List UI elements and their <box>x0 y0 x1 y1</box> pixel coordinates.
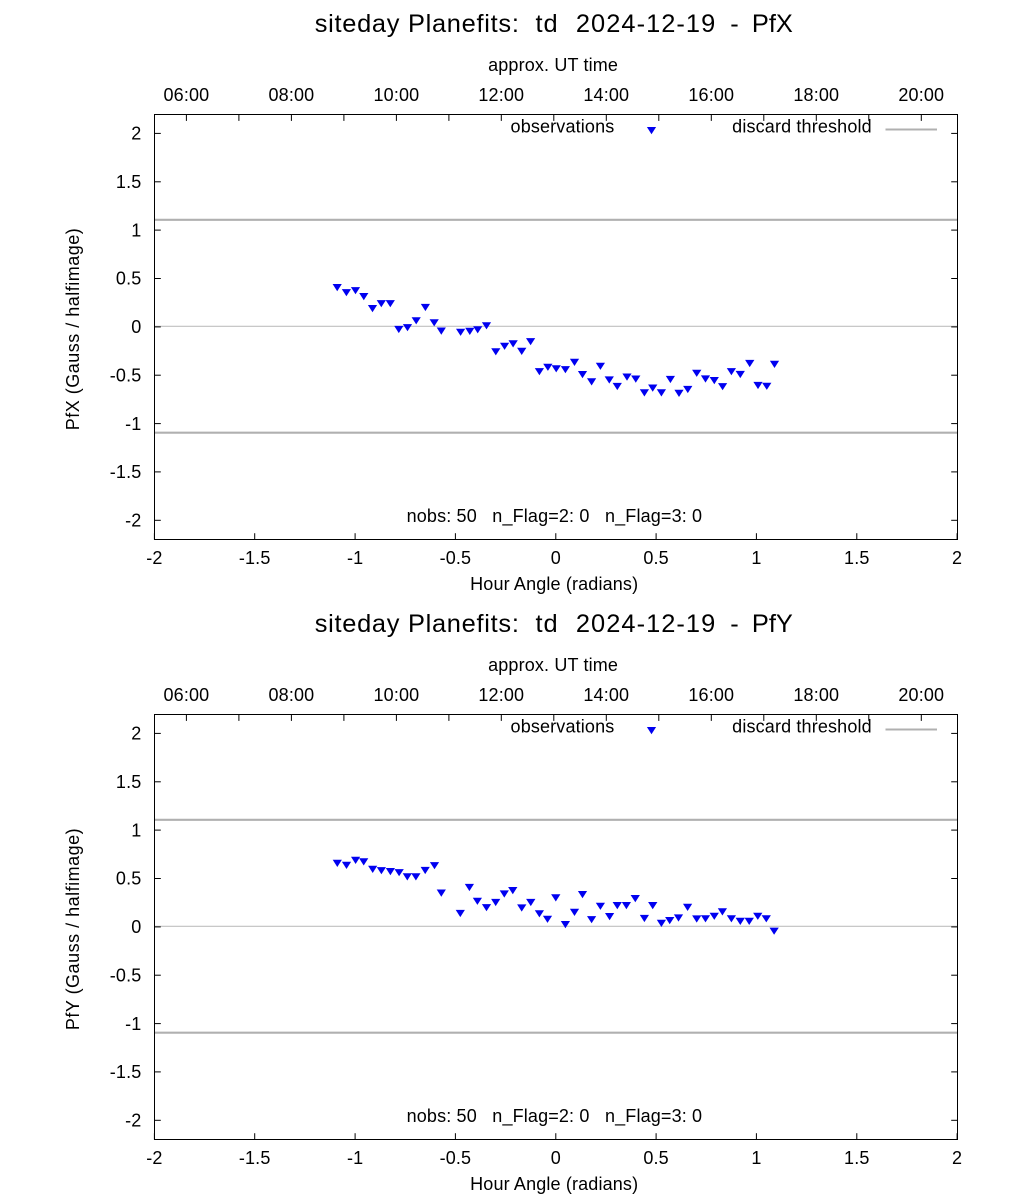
svg-text:-1: -1 <box>347 548 363 568</box>
svg-text:-0.5: -0.5 <box>110 365 142 385</box>
svg-text:siteday Planefits:: siteday Planefits: <box>315 610 520 638</box>
svg-text:-: - <box>730 10 738 38</box>
svg-text:0.5: 0.5 <box>643 1148 668 1168</box>
svg-text:-2: -2 <box>146 548 162 568</box>
svg-text:0.5: 0.5 <box>116 269 141 289</box>
svg-text:1: 1 <box>131 820 141 840</box>
svg-text:20:00: 20:00 <box>898 685 944 705</box>
svg-text:siteday Planefits:: siteday Planefits: <box>315 10 520 38</box>
svg-text:nobs: 50 n_Flag=2: 0 n_Fla: nobs: 50 n_Flag=2: 0 n_Flag=3: 0 <box>407 1106 703 1127</box>
svg-text:1.5: 1.5 <box>844 548 869 568</box>
svg-text:10:00: 10:00 <box>374 685 420 705</box>
svg-text:0: 0 <box>131 317 141 337</box>
svg-text:-2: -2 <box>125 511 141 531</box>
svg-text:2: 2 <box>952 548 962 568</box>
svg-text:06:00: 06:00 <box>164 85 210 105</box>
svg-text:PfY (Gauss / halfimage): PfY (Gauss / halfimage) <box>63 828 83 1030</box>
svg-text:-0.5: -0.5 <box>440 548 472 568</box>
svg-text:-1.5: -1.5 <box>110 462 142 482</box>
svg-text:nobs: 50 n_Flag=2: 0 n_Fla: nobs: 50 n_Flag=2: 0 n_Flag=3: 0 <box>407 506 703 527</box>
svg-text:1: 1 <box>751 548 761 568</box>
svg-text:discard threshold: discard threshold <box>732 117 872 137</box>
svg-text:-1.5: -1.5 <box>110 1062 142 1082</box>
svg-text:16:00: 16:00 <box>688 85 734 105</box>
svg-text:approx. UT time: approx. UT time <box>488 655 618 675</box>
svg-text:20:00: 20:00 <box>898 85 944 105</box>
svg-text:14:00: 14:00 <box>583 685 629 705</box>
svg-text:2024-12-19: 2024-12-19 <box>576 610 716 638</box>
svg-text:16:00: 16:00 <box>688 685 734 705</box>
svg-text:18:00: 18:00 <box>793 685 839 705</box>
svg-text:observations: observations <box>511 717 615 737</box>
svg-text:0: 0 <box>551 1148 561 1168</box>
svg-text:observations: observations <box>511 117 615 137</box>
svg-text:2: 2 <box>131 724 141 744</box>
svg-text:0: 0 <box>551 548 561 568</box>
svg-text:-1: -1 <box>125 1014 141 1034</box>
svg-text:-0.5: -0.5 <box>110 965 142 985</box>
svg-text:10:00: 10:00 <box>374 85 420 105</box>
svg-text:-: - <box>730 610 738 638</box>
svg-text:18:00: 18:00 <box>793 85 839 105</box>
svg-text:-1.5: -1.5 <box>239 1148 271 1168</box>
svg-text:-1.5: -1.5 <box>239 548 271 568</box>
svg-text:td: td <box>536 10 559 38</box>
svg-text:0.5: 0.5 <box>643 548 668 568</box>
svg-text:1: 1 <box>131 220 141 240</box>
svg-text:PfX (Gauss / halfimage): PfX (Gauss / halfimage) <box>63 228 83 431</box>
svg-text:approx. UT time: approx. UT time <box>488 55 618 75</box>
svg-text:12:00: 12:00 <box>478 85 524 105</box>
svg-text:Hour Angle (radians): Hour Angle (radians) <box>470 1174 638 1194</box>
svg-text:-1: -1 <box>125 414 141 434</box>
svg-text:PfY: PfY <box>752 610 793 638</box>
svg-text:td: td <box>536 610 559 638</box>
svg-text:08:00: 08:00 <box>269 85 315 105</box>
svg-text:Hour Angle (radians): Hour Angle (radians) <box>470 574 638 594</box>
svg-text:06:00: 06:00 <box>164 685 210 705</box>
svg-text:2: 2 <box>131 124 141 144</box>
svg-text:08:00: 08:00 <box>269 685 315 705</box>
svg-text:1.5: 1.5 <box>116 172 141 192</box>
svg-text:0.5: 0.5 <box>116 869 141 889</box>
svg-text:-2: -2 <box>146 1148 162 1168</box>
svg-text:0: 0 <box>131 917 141 937</box>
svg-text:14:00: 14:00 <box>583 85 629 105</box>
svg-text:discard threshold: discard threshold <box>732 717 872 737</box>
svg-text:-2: -2 <box>125 1111 141 1131</box>
svg-text:-0.5: -0.5 <box>440 1148 472 1168</box>
svg-text:1.5: 1.5 <box>844 1148 869 1168</box>
svg-text:1.5: 1.5 <box>116 772 141 792</box>
svg-text:12:00: 12:00 <box>478 685 524 705</box>
svg-text:2024-12-19: 2024-12-19 <box>576 10 716 38</box>
svg-text:PfX: PfX <box>752 10 793 38</box>
svg-text:-1: -1 <box>347 1148 363 1168</box>
svg-text:2: 2 <box>952 1148 962 1168</box>
svg-text:1: 1 <box>751 1148 761 1168</box>
